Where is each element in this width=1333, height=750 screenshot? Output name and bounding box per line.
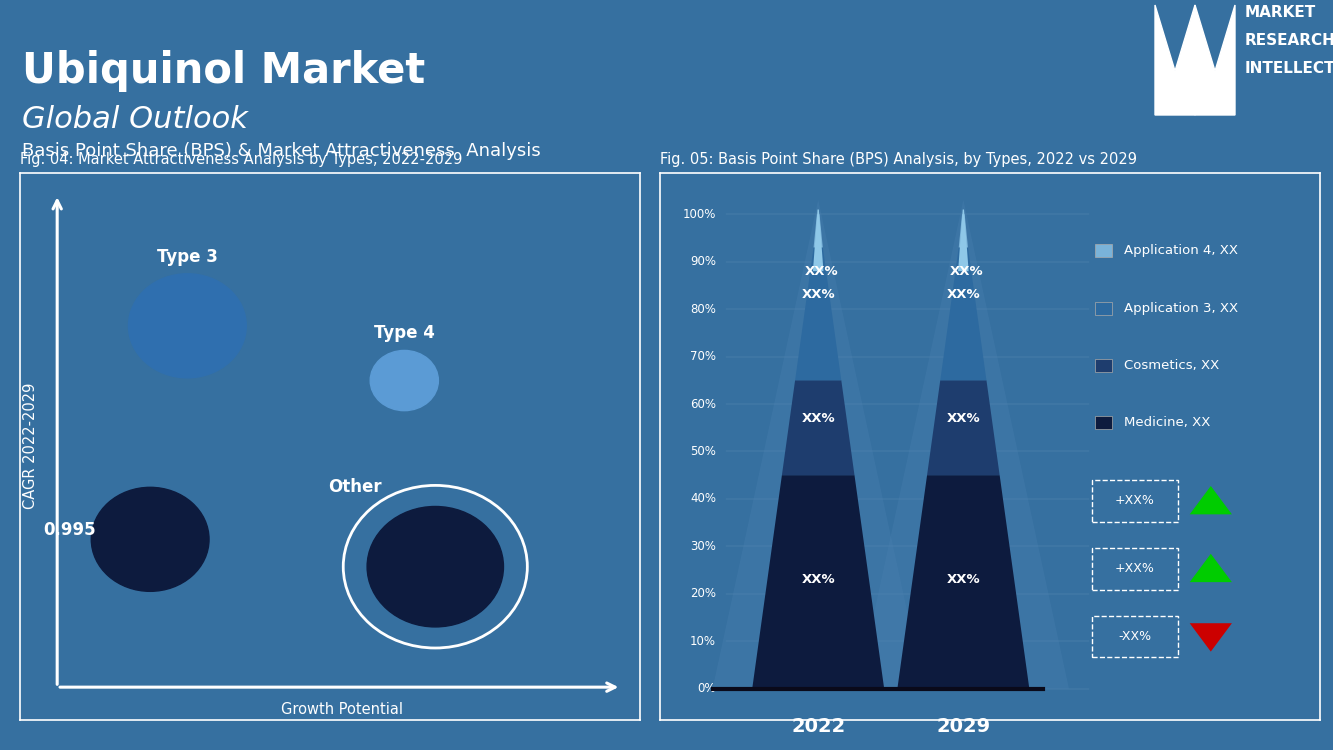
Polygon shape	[1154, 5, 1194, 115]
Text: 80%: 80%	[690, 302, 716, 316]
Text: XX%: XX%	[946, 289, 980, 302]
Text: 100%: 100%	[682, 208, 716, 220]
Bar	[1096, 302, 1112, 314]
Text: XX%: XX%	[801, 289, 834, 302]
Text: 40%: 40%	[690, 493, 716, 506]
Text: +XX%: +XX%	[1114, 562, 1154, 575]
Bar	[1096, 244, 1112, 257]
Polygon shape	[958, 214, 968, 248]
Text: Basis Point Share (BPS) & Market Attractiveness  Analysis: Basis Point Share (BPS) & Market Attract…	[23, 142, 541, 160]
Text: Ubiquinol Market: Ubiquinol Market	[23, 50, 425, 92]
Text: +XX%: +XX%	[1114, 494, 1154, 508]
Circle shape	[128, 274, 247, 378]
Bar	[1096, 416, 1112, 429]
Text: XX%: XX%	[946, 573, 980, 586]
Polygon shape	[858, 200, 1069, 688]
Text: CAGR 2022-2029: CAGR 2022-2029	[23, 383, 39, 509]
Polygon shape	[940, 248, 986, 380]
Text: XX%: XX%	[950, 265, 984, 278]
Text: 70%: 70%	[690, 350, 716, 363]
Polygon shape	[813, 214, 822, 248]
Bar	[1096, 359, 1112, 372]
Text: Type 3: Type 3	[157, 248, 217, 266]
Text: 0.995: 0.995	[43, 521, 96, 539]
Text: XX%: XX%	[805, 265, 838, 278]
Text: RESEARCH: RESEARCH	[1245, 33, 1333, 48]
Text: MARKET: MARKET	[1245, 5, 1316, 20]
Polygon shape	[1189, 623, 1232, 652]
Text: Application 4, XX: Application 4, XX	[1124, 244, 1238, 257]
Text: Type 4: Type 4	[373, 324, 435, 342]
Text: Other: Other	[328, 478, 381, 496]
Circle shape	[371, 350, 439, 411]
Text: Cosmetics, XX: Cosmetics, XX	[1124, 359, 1218, 372]
Polygon shape	[794, 248, 841, 380]
Text: XX%: XX%	[801, 412, 834, 424]
Circle shape	[91, 488, 209, 591]
Text: 90%: 90%	[690, 255, 716, 268]
Polygon shape	[958, 209, 969, 272]
Text: 2029: 2029	[936, 718, 990, 736]
Text: Fig. 04: Market Attractiveness Analysis by Types, 2022-2029: Fig. 04: Market Attractiveness Analysis …	[20, 152, 463, 167]
Text: Fig. 05: Basis Point Share (BPS) Analysis, by Types, 2022 vs 2029: Fig. 05: Basis Point Share (BPS) Analysi…	[660, 152, 1137, 167]
Circle shape	[367, 506, 504, 627]
Text: XX%: XX%	[801, 573, 834, 586]
Text: Application 3, XX: Application 3, XX	[1124, 302, 1238, 314]
Polygon shape	[752, 476, 884, 688]
Text: 10%: 10%	[690, 634, 716, 648]
Text: 50%: 50%	[690, 445, 716, 458]
Text: 0%: 0%	[697, 682, 716, 695]
Text: 60%: 60%	[690, 398, 716, 410]
Polygon shape	[782, 380, 854, 476]
Polygon shape	[813, 209, 824, 272]
Text: INTELLECT: INTELLECT	[1245, 61, 1333, 76]
Text: Global Outlook: Global Outlook	[23, 105, 248, 134]
Text: -XX%: -XX%	[1118, 630, 1152, 643]
Text: 2022: 2022	[790, 718, 845, 736]
Polygon shape	[713, 200, 924, 688]
Polygon shape	[897, 476, 1029, 688]
Text: Medicine, XX: Medicine, XX	[1124, 416, 1210, 429]
Polygon shape	[926, 380, 1000, 476]
Polygon shape	[1189, 554, 1232, 582]
Text: 20%: 20%	[690, 587, 716, 600]
Polygon shape	[1194, 5, 1234, 115]
Text: 30%: 30%	[690, 540, 716, 553]
Text: Growth Potential: Growth Potential	[281, 702, 404, 717]
Text: XX%: XX%	[946, 412, 980, 424]
Polygon shape	[1189, 486, 1232, 514]
